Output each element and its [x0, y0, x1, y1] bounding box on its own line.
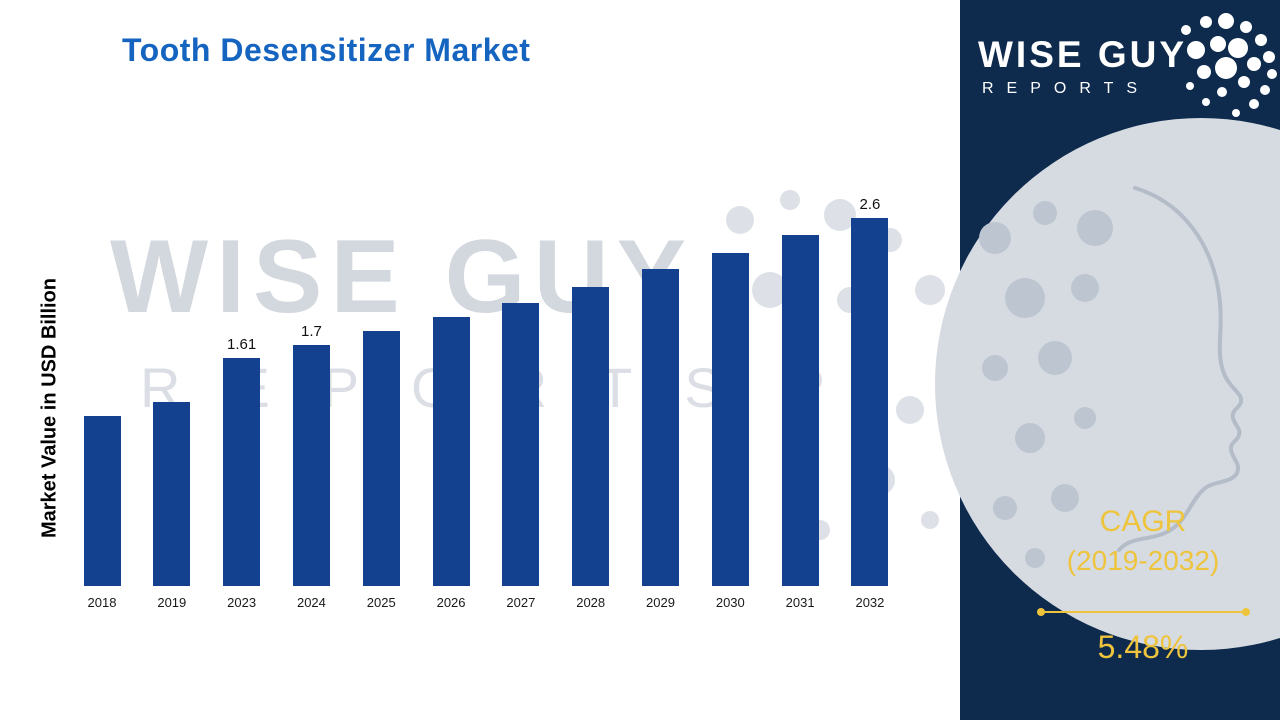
cagr-block: CAGR (2019-2032) 5.48%	[1018, 505, 1268, 666]
bar	[642, 269, 679, 586]
bar	[432, 317, 470, 586]
bar	[781, 235, 819, 586]
x-tick-label: 2030	[715, 595, 745, 610]
x-tick-label: 2023	[227, 595, 257, 610]
bar-column: 2018	[80, 394, 124, 610]
bar	[711, 253, 749, 586]
x-tick-label: 2025	[366, 595, 396, 610]
bar-value-label: 1.61	[227, 336, 257, 353]
bar	[223, 358, 261, 586]
brand-wordmark: WISE GUY	[978, 34, 1188, 75]
cagr-divider-line	[1036, 608, 1250, 616]
x-tick-label: 2018	[87, 595, 117, 610]
bar-column: 2026	[429, 295, 473, 610]
bar-column: 2028	[569, 265, 613, 610]
cagr-value: 5.48%	[1097, 629, 1189, 665]
bar-column: 1.7 2024	[289, 323, 333, 610]
page-title: Tooth Desensitizer Market	[122, 32, 531, 68]
bar	[362, 331, 400, 586]
bar	[572, 287, 610, 586]
x-tick-label: 2024	[296, 595, 326, 610]
bar-column: 2030	[708, 231, 752, 610]
bar	[292, 345, 330, 586]
bar-column: 2031	[778, 213, 822, 610]
y-axis-label: Market Value in USD Billion	[38, 277, 61, 539]
bar-column: 2019	[150, 380, 194, 610]
x-tick-label: 2026	[436, 595, 466, 610]
bar	[83, 416, 121, 586]
bar	[153, 402, 191, 586]
bar-column: 2.6 2032	[848, 196, 892, 610]
bar-column: 2027	[499, 281, 543, 610]
cagr-range: (2019-2032)	[1066, 545, 1220, 576]
brand-subtext: REPORTS	[982, 80, 1151, 97]
x-tick-label: 2032	[855, 595, 885, 610]
brand-logo: WISE GUY REPORTS	[978, 34, 1187, 98]
x-tick-label: 2019	[157, 595, 187, 610]
bar-value-label: 1.7	[301, 323, 322, 340]
bar-value-label: 2.6	[859, 196, 881, 213]
x-tick-label: 2028	[576, 595, 606, 610]
bar-column: 2025	[359, 309, 403, 610]
bar-column: 2029	[639, 247, 683, 610]
x-tick-label: 2027	[506, 595, 536, 610]
bar	[502, 303, 540, 586]
x-tick-label: 2031	[785, 595, 815, 610]
x-tick-label: 2029	[646, 595, 675, 610]
bar	[851, 218, 889, 586]
bar-series: 2018 2019 1.61 2023 1.7 2024 2025 2026 2027 2028 2…	[80, 196, 892, 610]
bar-column: 1.61 2023	[220, 336, 264, 610]
cagr-label: CAGR	[1099, 505, 1187, 538]
